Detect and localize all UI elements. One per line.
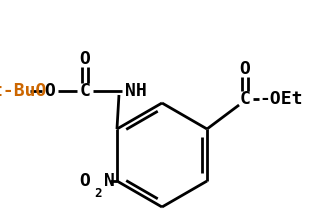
Text: O: O (240, 60, 251, 78)
Text: O: O (79, 172, 90, 190)
Text: C: C (80, 82, 90, 100)
Text: 2: 2 (94, 187, 101, 200)
Text: O: O (45, 82, 55, 100)
Text: -OEt: -OEt (259, 90, 303, 108)
Text: t-BuO: t-BuO (0, 82, 46, 100)
Text: C: C (240, 90, 251, 108)
Text: NH: NH (125, 82, 147, 100)
Text: O: O (80, 50, 90, 68)
Text: N: N (104, 172, 115, 190)
